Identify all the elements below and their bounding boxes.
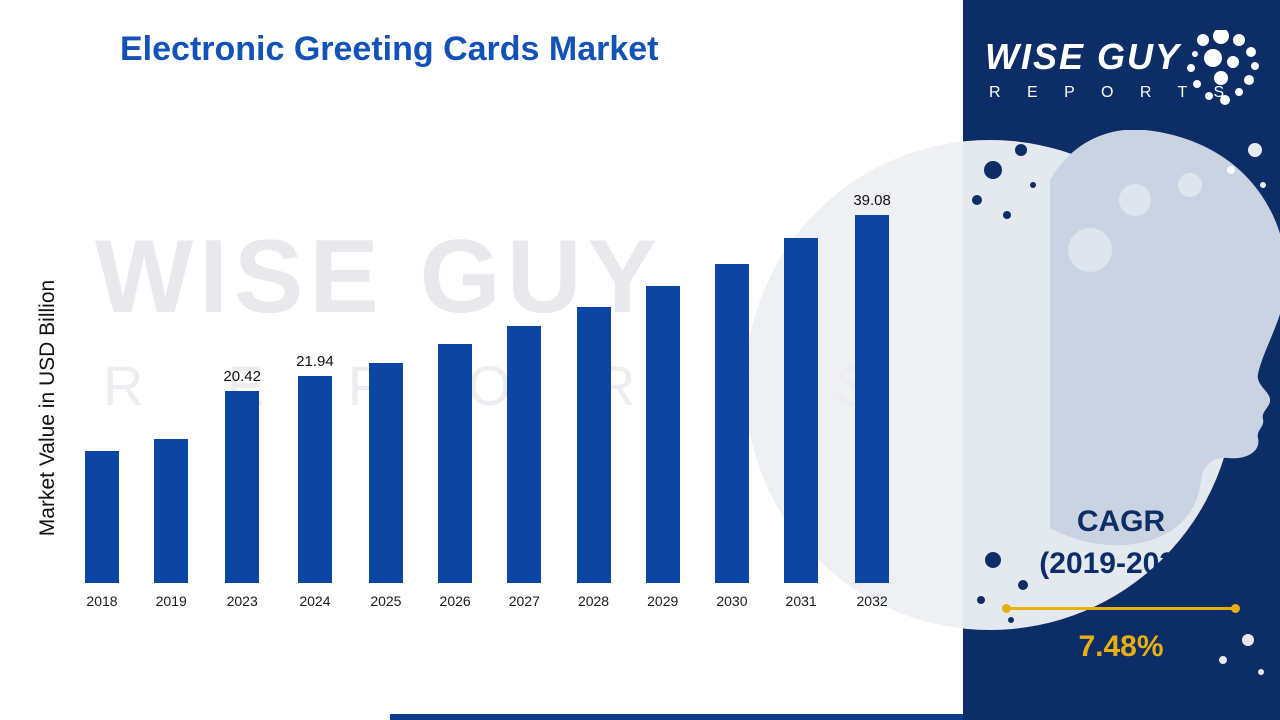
x-axis-tick-label: 2023 (226, 593, 258, 609)
logo-face-dots-icon (1187, 30, 1259, 105)
cagr-value: 7.48% (1078, 630, 1164, 663)
bar-group: 39.08 2032 (853, 192, 891, 609)
bar-value-label: 39.08 (853, 192, 891, 209)
bar (784, 238, 819, 583)
bar-value-label: 20.42 (223, 368, 261, 385)
bar (297, 376, 332, 583)
bar (645, 286, 680, 583)
bar-group: 2029 (645, 263, 680, 609)
bar-group: 2018 (85, 428, 119, 609)
cagr-block: CAGR (2019-2032) 7.48% (976, 505, 1266, 664)
x-axis-tick-label: 2031 (785, 593, 817, 609)
x-axis-tick-label: 2019 (155, 593, 187, 609)
x-axis-tick-label: 2030 (716, 593, 748, 609)
bar (85, 451, 119, 583)
x-axis-tick-label: 2028 (577, 593, 610, 609)
x-axis-tick-label: 2025 (370, 593, 402, 609)
x-axis-tick-label: 2026 (439, 593, 471, 609)
x-axis-tick-label: 2029 (647, 593, 679, 609)
wiseguy-logo: WISE GUY R E P O R T S (985, 36, 1235, 102)
bar (225, 391, 260, 583)
logo-line1: WISE GUY (985, 36, 1182, 77)
bar (507, 326, 542, 583)
bar (154, 439, 189, 583)
dot-decoration (972, 143, 1266, 675)
bottom-accent-strip (390, 714, 963, 720)
gold-divider (1002, 604, 1240, 613)
bar-group: 2019 (154, 416, 189, 609)
bar-group: 2027 (507, 303, 542, 609)
bar-group: 2031 (784, 215, 819, 609)
bar (576, 307, 611, 583)
x-axis-tick-label: 2018 (86, 593, 118, 609)
watermark-line1: WISE GUY (95, 219, 664, 335)
bar-value-label: 21.94 (296, 353, 334, 370)
bar (855, 215, 890, 583)
bar-group: 2025 (368, 340, 403, 609)
bar-group: 2026 (438, 321, 473, 609)
bar-group: 2030 (714, 241, 749, 609)
x-axis-tick-label: 2024 (299, 593, 331, 609)
bar (438, 344, 473, 583)
bar-chart: 2018 2019 20.42 2023 21.94 2024 2025 2026 2027 20… (85, 192, 891, 609)
cagr-label: CAGR (1076, 505, 1166, 538)
x-axis-tick-label: 2032 (856, 593, 888, 609)
bar-group: 20.42 2023 (223, 368, 261, 609)
logo-line2: R E P O R T S (989, 84, 1236, 101)
face-silhouette (1050, 130, 1280, 546)
cagr-range: (2019-2032) (1039, 547, 1203, 580)
bar-group: 21.94 2024 (296, 353, 334, 609)
bar (368, 363, 403, 583)
x-axis-tick-label: 2027 (508, 593, 540, 609)
bar-group: 2028 (576, 284, 611, 609)
chart-title: Electronic Greeting Cards Market (120, 30, 659, 68)
y-axis-label: Market Value in USD Billion (36, 279, 59, 537)
bar (714, 264, 749, 583)
sidebar-panel: WISE GUY R E P O R T S CAGR (2019-2032) … (963, 0, 1280, 720)
